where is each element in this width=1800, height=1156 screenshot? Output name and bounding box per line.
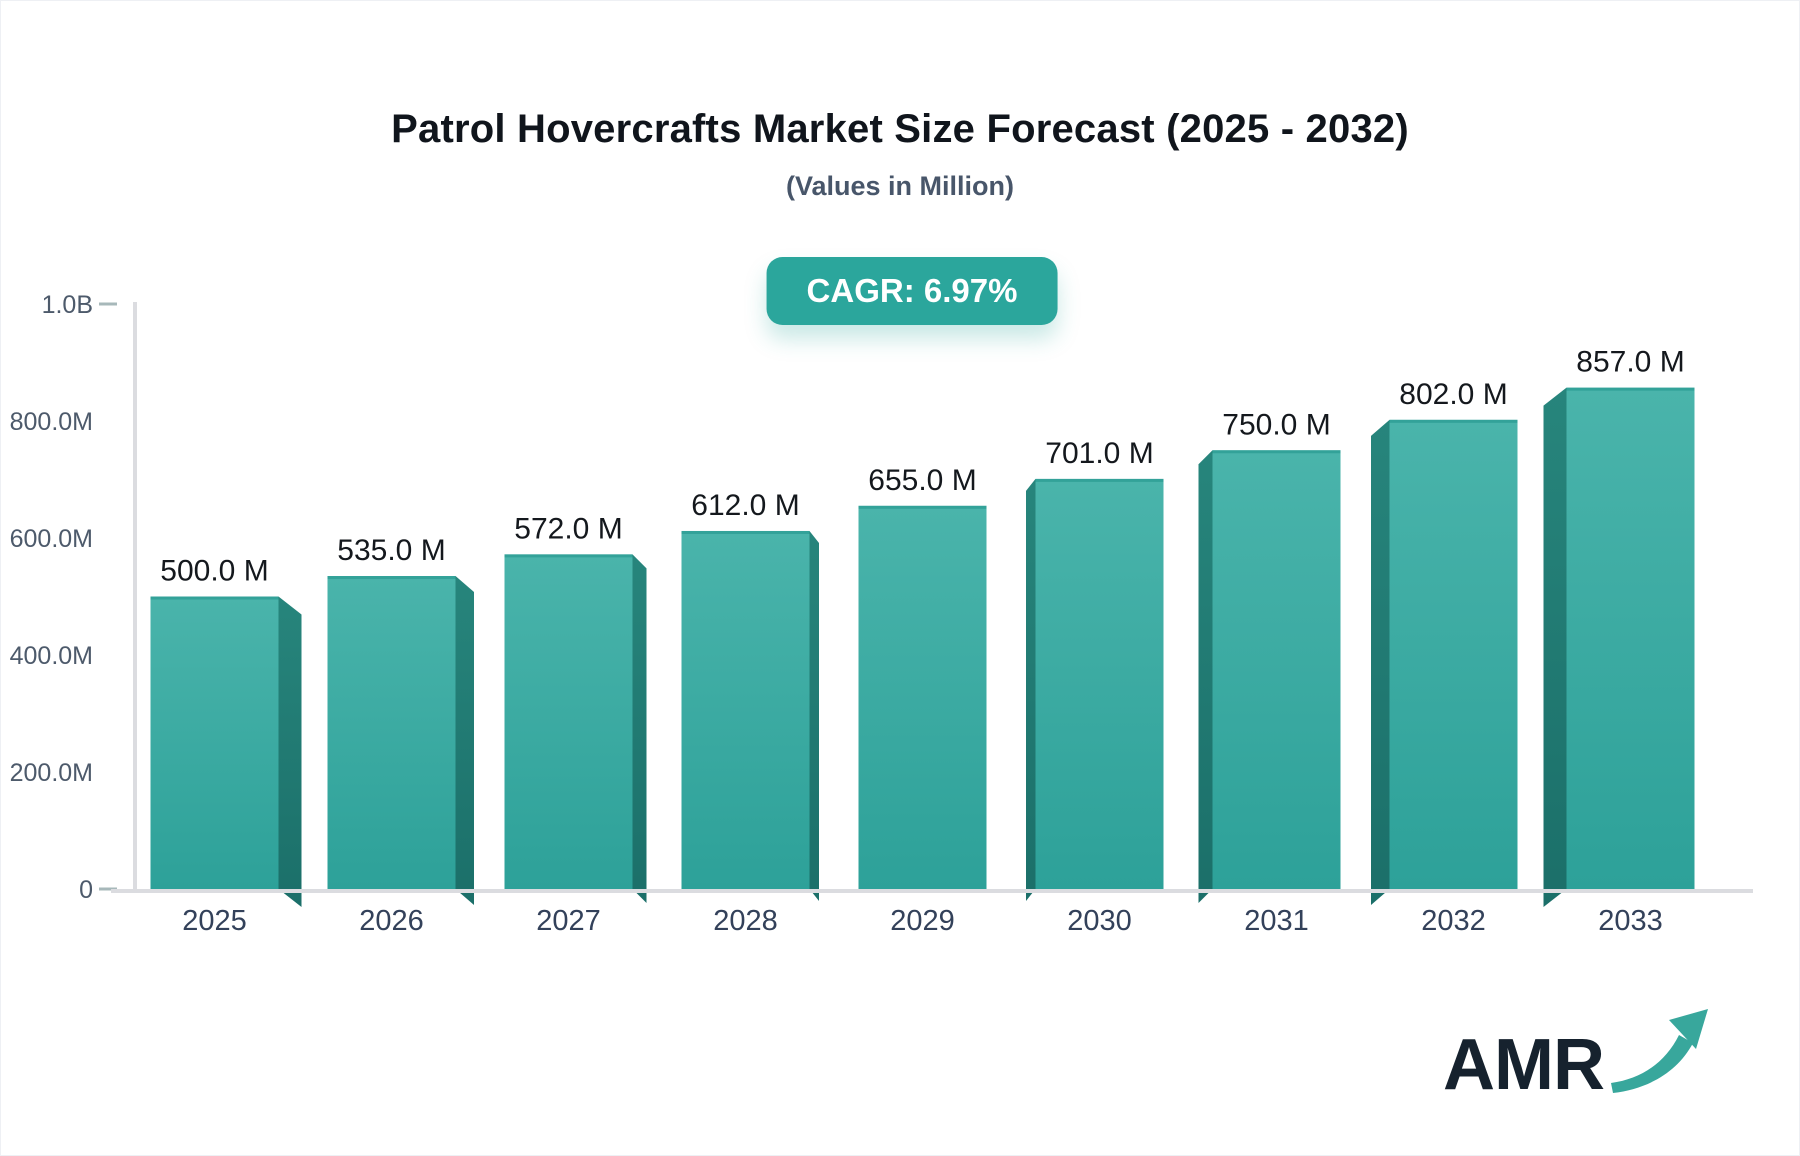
bar-top-edge <box>1212 450 1341 454</box>
bar-top-edge <box>858 505 987 509</box>
bar-top-edge <box>327 576 456 580</box>
x-axis-label: 2027 <box>536 905 601 937</box>
bar-side-face <box>632 554 647 903</box>
growth-arrow-icon <box>1611 1009 1708 1093</box>
bar-value-label: 572.0 M <box>514 512 622 545</box>
chart-subtitle: (Values in Million) <box>785 171 1015 201</box>
amr-logo-text: AMR <box>1443 1025 1605 1105</box>
x-axis-label: 2032 <box>1421 905 1486 937</box>
bar-front-face <box>150 596 279 889</box>
bar-2033: 857.0 M 2033 <box>1543 346 1695 937</box>
y-axis-label: 400.0M <box>10 642 93 670</box>
y-axis-label: 200.0M <box>10 759 93 787</box>
bar-value-label: 750.0 M <box>1222 408 1330 441</box>
y-axis-label: 600.0M <box>10 525 93 553</box>
bar-side-face <box>1026 478 1036 901</box>
cagr-badge: CAGR: 6.97% <box>766 257 1058 325</box>
y-axis-label: 1.0B <box>42 291 93 319</box>
bar-top-edge <box>681 530 810 534</box>
bar-side-face <box>278 596 302 907</box>
bar-2026: 535.0 M 2026 <box>327 534 474 937</box>
bar-front-face <box>681 530 810 889</box>
bar-value-label: 612.0 M <box>691 489 799 522</box>
bar-top-edge <box>1035 478 1164 482</box>
bar-value-label: 701.0 M <box>1045 437 1153 470</box>
bar-front-face <box>327 576 456 889</box>
chart-title: Patrol Hovercrafts Market Size Forecast … <box>391 107 1409 151</box>
bar-value-label: 500.0 M <box>160 555 268 588</box>
bar-top-edge <box>150 596 279 600</box>
bar-front-face <box>1566 387 1695 889</box>
bar-2029: 655.0 M 2029 <box>858 464 987 937</box>
bar-2031: 750.0 M 2031 <box>1198 408 1341 937</box>
amr-logo: AMR <box>1443 1007 1713 1111</box>
bar-value-label: 857.0 M <box>1576 346 1684 379</box>
bar-2030: 701.0 M 2030 <box>1026 437 1164 937</box>
x-axis-label: 2028 <box>713 905 778 937</box>
bar-front-face <box>858 505 987 889</box>
bar-front-face <box>504 554 633 889</box>
bar-2032: 802.0 M 2032 <box>1371 378 1518 937</box>
x-axis-label: 2031 <box>1244 905 1309 937</box>
bar-front-face <box>1212 450 1341 889</box>
x-axis-label: 2029 <box>890 905 955 937</box>
bar-side-face <box>1543 387 1567 907</box>
x-axis-label: 2025 <box>182 905 247 937</box>
bar-top-edge <box>1566 387 1695 391</box>
bar-2028: 612.0 M 2028 <box>681 489 819 937</box>
bar-value-label: 802.0 M <box>1399 378 1507 411</box>
bar-side-face <box>1198 450 1213 903</box>
bar-value-label: 655.0 M <box>868 464 976 497</box>
bar-side-face <box>809 530 819 901</box>
x-axis-label: 2026 <box>359 905 424 937</box>
bar-front-face <box>1389 419 1518 889</box>
bar-2027: 572.0 M 2027 <box>504 512 647 937</box>
bar-top-edge <box>1389 419 1518 423</box>
bar-top-edge <box>504 554 633 558</box>
bar-value-label: 535.0 M <box>337 534 445 567</box>
cagr-badge-label: CAGR: 6.97% <box>806 272 1018 309</box>
x-axis-label: 2030 <box>1067 905 1132 937</box>
bar-front-face <box>1035 478 1164 889</box>
y-axis-label: 0 <box>79 876 93 904</box>
x-axis-label: 2033 <box>1598 905 1663 937</box>
bar-2025: 500.0 M 2025 <box>150 555 302 937</box>
y-axis-label: 800.0M <box>10 408 93 436</box>
bar-side-face <box>1371 419 1390 905</box>
bar-side-face <box>455 576 474 905</box>
